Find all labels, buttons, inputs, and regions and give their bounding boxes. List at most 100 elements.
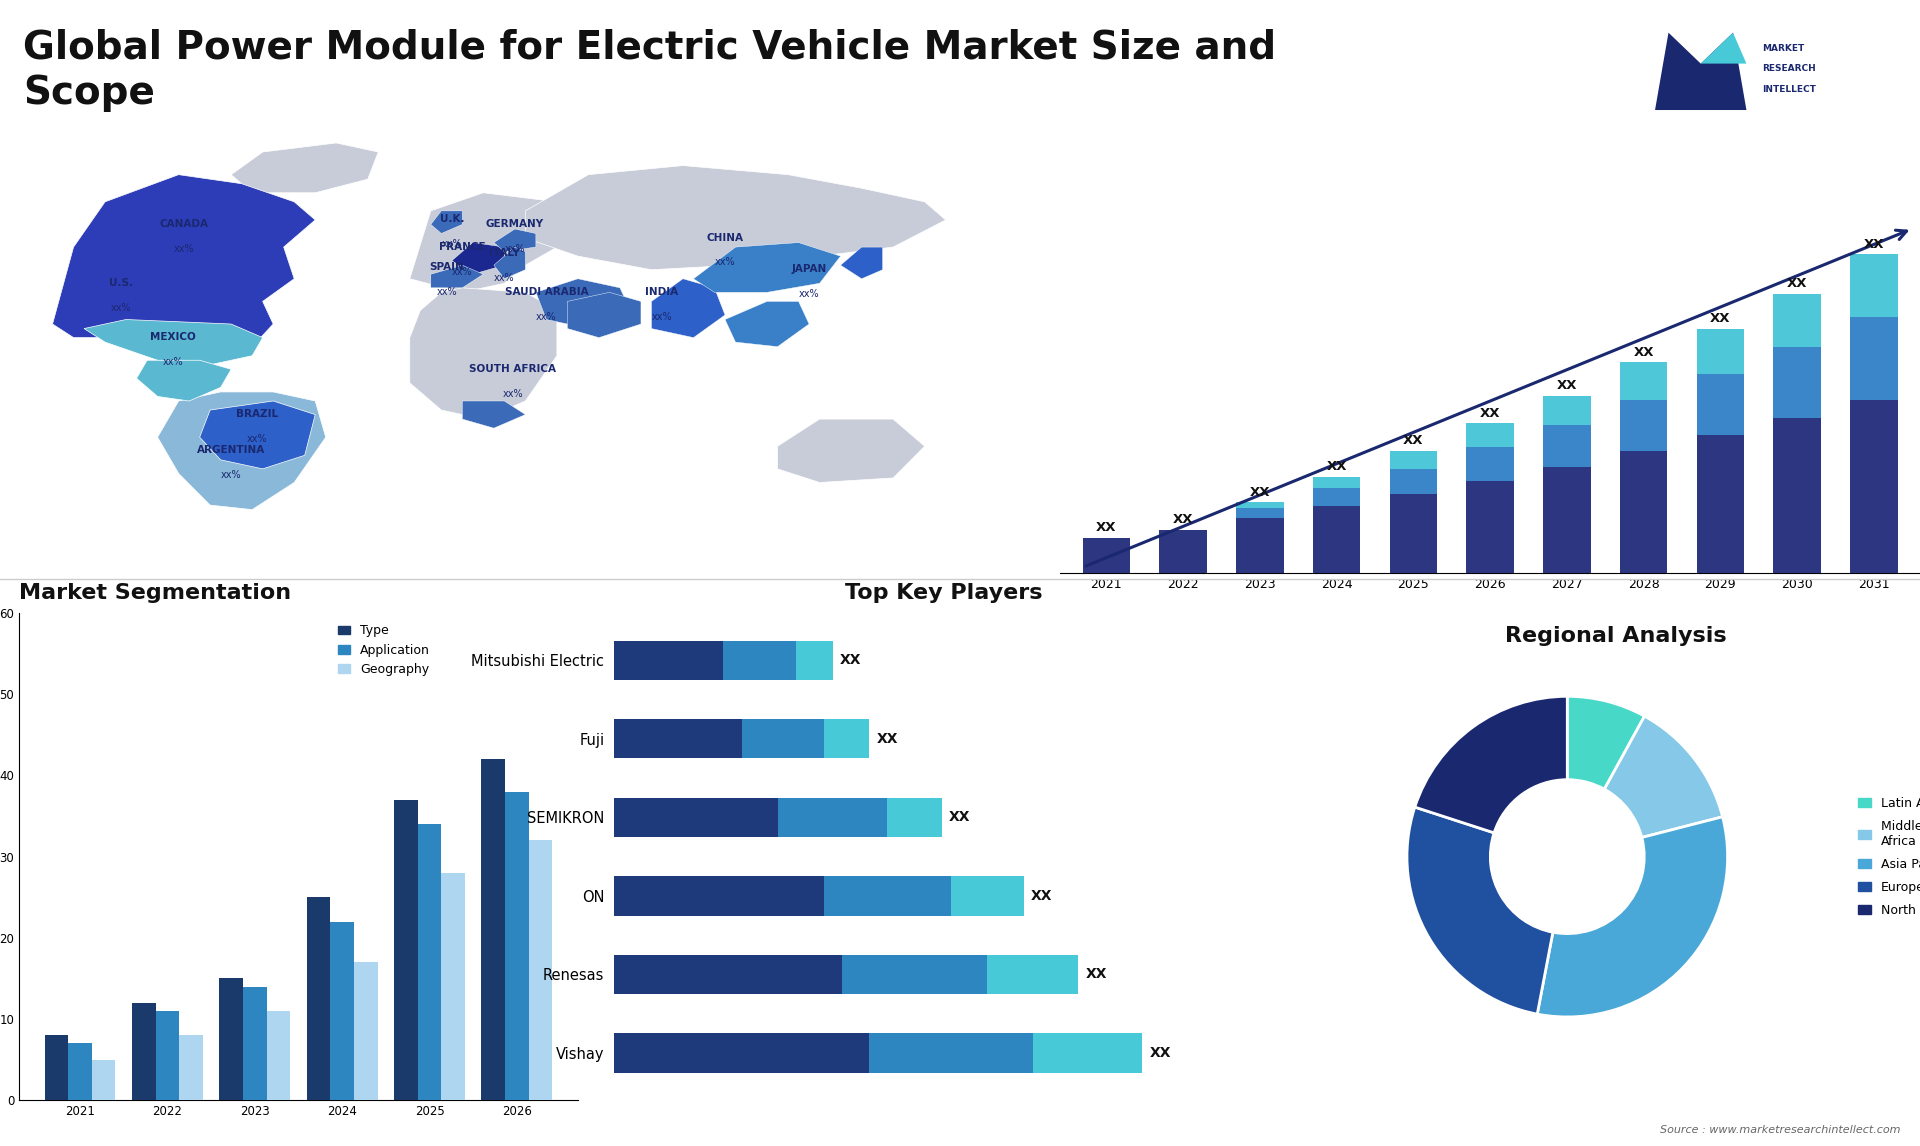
Polygon shape (536, 278, 630, 329)
Bar (797, 641, 833, 680)
Bar (92, 1060, 115, 1100)
Bar (614, 720, 741, 759)
Text: xx%: xx% (505, 244, 526, 254)
Bar (1390, 452, 1438, 469)
Text: xx%: xx% (173, 244, 194, 254)
Text: SPAIN: SPAIN (430, 262, 465, 272)
Bar (987, 955, 1079, 994)
Bar (1390, 494, 1438, 573)
Text: XX: XX (1087, 967, 1108, 981)
Text: XX: XX (839, 653, 862, 667)
Bar (1467, 424, 1515, 447)
Bar (528, 840, 553, 1100)
Polygon shape (526, 165, 947, 269)
Polygon shape (726, 301, 808, 346)
Text: XX: XX (1327, 460, 1348, 473)
Polygon shape (841, 248, 883, 278)
Polygon shape (493, 248, 526, 278)
Bar (219, 979, 244, 1100)
Bar (1544, 425, 1590, 466)
Text: RESEARCH: RESEARCH (1763, 64, 1816, 73)
Text: U.S.: U.S. (109, 277, 132, 288)
Text: xx%: xx% (111, 303, 131, 313)
Bar (1774, 347, 1820, 417)
Bar (1697, 329, 1743, 375)
Wedge shape (1415, 697, 1567, 833)
Text: xx%: xx% (442, 240, 463, 250)
Wedge shape (1567, 697, 1645, 790)
Bar (614, 955, 841, 994)
Polygon shape (52, 174, 315, 364)
Bar (1544, 466, 1590, 573)
Polygon shape (230, 143, 378, 193)
Bar (614, 1034, 870, 1073)
Bar (1697, 435, 1743, 573)
Polygon shape (1701, 33, 1747, 63)
Text: INDIA: INDIA (645, 286, 678, 297)
Polygon shape (568, 292, 641, 338)
Bar (1313, 477, 1361, 488)
Text: xx%: xx% (436, 286, 457, 297)
Bar (505, 792, 528, 1100)
Polygon shape (463, 401, 526, 429)
Bar (724, 641, 797, 680)
Legend: Type, Application, Geography: Type, Application, Geography (332, 619, 436, 681)
Polygon shape (693, 243, 841, 292)
Bar (69, 1043, 92, 1100)
Bar (44, 1035, 69, 1100)
Bar (741, 720, 824, 759)
Circle shape (1490, 779, 1644, 934)
Text: XX: XX (1480, 407, 1500, 419)
Bar (614, 798, 778, 837)
Bar (778, 798, 887, 837)
Bar (1236, 518, 1284, 573)
Text: xx%: xx% (163, 358, 184, 367)
Text: BRAZIL: BRAZIL (236, 409, 278, 419)
Bar (179, 1035, 204, 1100)
Text: JAPAN: JAPAN (791, 265, 828, 274)
Polygon shape (430, 265, 484, 288)
Wedge shape (1407, 807, 1553, 1014)
Bar (1313, 507, 1361, 573)
Bar (1620, 362, 1667, 400)
Text: XX: XX (1557, 379, 1576, 392)
Bar (267, 1011, 290, 1100)
Text: XX: XX (1173, 513, 1194, 526)
Bar (1160, 529, 1208, 573)
Text: xx%: xx% (503, 388, 522, 399)
Polygon shape (409, 288, 557, 419)
Bar (1620, 400, 1667, 452)
Bar (1236, 508, 1284, 518)
Text: ITALY: ITALY (490, 249, 520, 258)
Bar (1774, 417, 1820, 573)
Polygon shape (84, 320, 263, 364)
Text: xx%: xx% (451, 267, 472, 276)
Polygon shape (451, 243, 505, 274)
Text: xx%: xx% (714, 258, 735, 267)
Text: XX: XX (876, 732, 899, 746)
Bar (614, 641, 724, 680)
Wedge shape (1538, 817, 1728, 1017)
Polygon shape (493, 229, 536, 252)
Polygon shape (430, 211, 463, 234)
Bar (1774, 293, 1820, 347)
Bar (824, 877, 950, 916)
Text: XX: XX (1404, 434, 1423, 447)
Text: INTELLECT: INTELLECT (1763, 85, 1816, 94)
Text: XX: XX (1788, 277, 1807, 290)
Text: XX: XX (1096, 521, 1117, 534)
Text: GERMANY: GERMANY (486, 219, 543, 229)
Text: CANADA: CANADA (159, 219, 209, 229)
Text: Scope: Scope (23, 74, 156, 112)
Bar (614, 877, 824, 916)
Text: XX: XX (1031, 889, 1052, 903)
Text: XX: XX (948, 810, 972, 824)
Bar (1697, 375, 1743, 435)
Bar (950, 877, 1023, 916)
Text: MARKET: MARKET (1763, 44, 1805, 53)
Text: XX: XX (1711, 313, 1730, 325)
Bar (1544, 395, 1590, 425)
Bar (1236, 502, 1284, 508)
Text: XX: XX (1150, 1046, 1171, 1060)
Polygon shape (409, 193, 588, 292)
